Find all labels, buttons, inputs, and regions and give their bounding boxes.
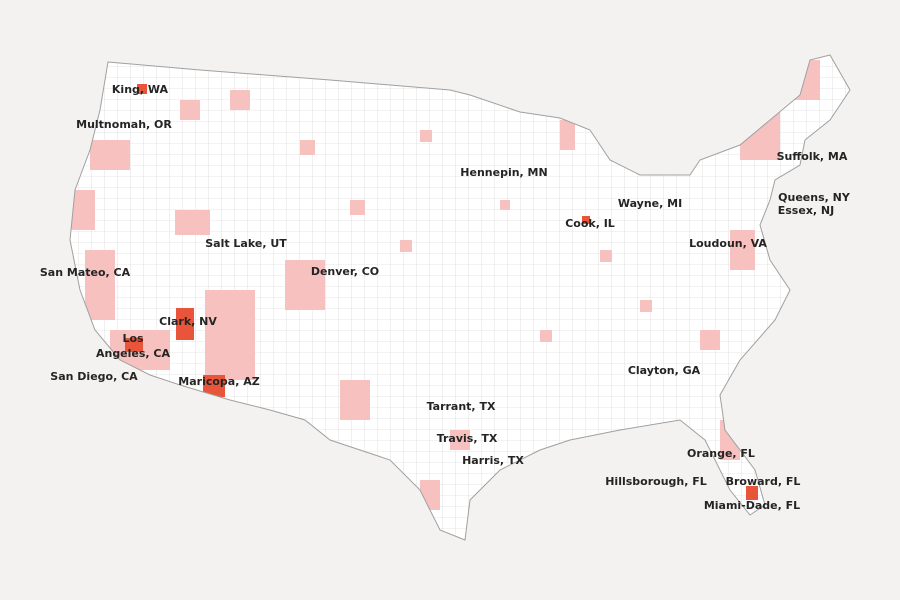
county-label: Miami-Dade, FL xyxy=(704,499,800,512)
county-label: Queens, NY xyxy=(778,191,851,204)
county-label: Denver, CO xyxy=(311,265,379,278)
county-label: Salt Lake, UT xyxy=(205,237,287,250)
county-label: Harris, TX xyxy=(462,454,524,467)
county-label: Clayton, GA xyxy=(628,364,701,377)
county-label: Tarrant, TX xyxy=(427,400,496,413)
county-label: Maricopa, AZ xyxy=(178,375,259,388)
labels: King, WA Multnomah, OR San Mateo, CA Salt L… xyxy=(40,83,851,512)
county-label: Clark, NV xyxy=(159,315,217,328)
county-label: Hennepin, MN xyxy=(460,166,547,179)
county-label: San Mateo, CA xyxy=(40,266,131,279)
county-label: Los Angeles, CA xyxy=(96,332,171,360)
county-label: Wayne, MI xyxy=(618,197,682,210)
county-label: Travis, TX xyxy=(437,432,498,445)
county-label: Loudoun, VA xyxy=(689,237,767,250)
county-label: Suffolk, MA xyxy=(777,150,848,163)
county-label: Hillsborough, FL xyxy=(605,475,707,488)
county-label: Broward, FL xyxy=(726,475,801,488)
county-label: King, WA xyxy=(112,83,169,96)
county-label: Multnomah, OR xyxy=(76,118,172,131)
county-label: Essex, NJ xyxy=(778,204,834,217)
county-label: San Diego, CA xyxy=(50,370,138,383)
county-label: Orange, FL xyxy=(687,447,755,460)
county-label: Cook, IL xyxy=(565,217,615,230)
